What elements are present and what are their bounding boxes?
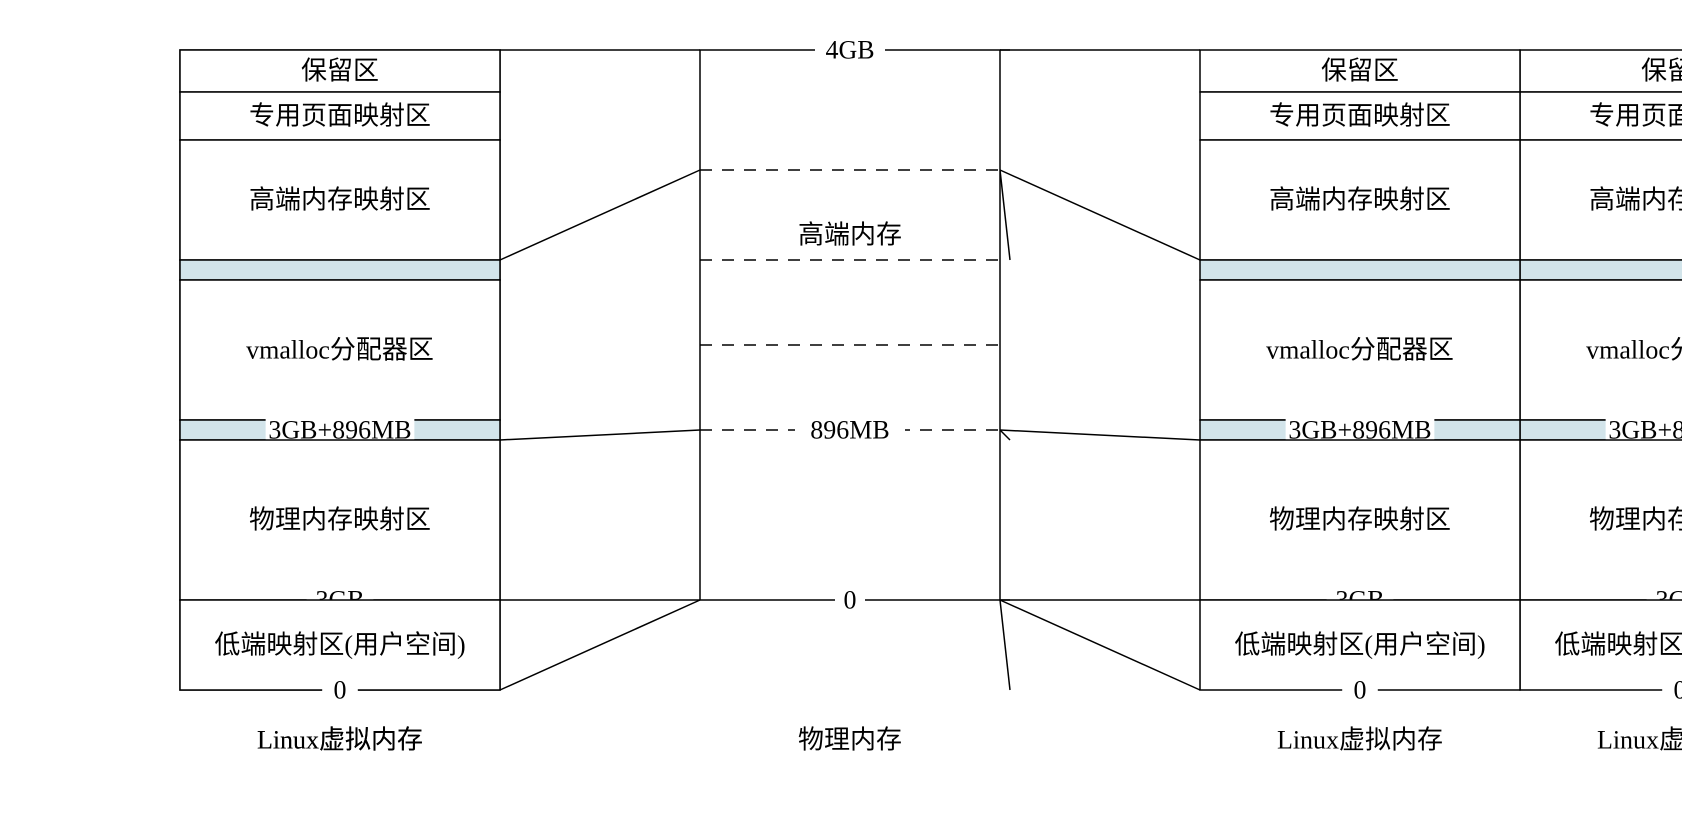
region-label-dedicated: 专用页面映射区 — [1269, 102, 1451, 131]
region-label-user: 低端映射区(用户空间) — [1554, 631, 1682, 660]
connector-line — [500, 430, 700, 440]
region-label-reserved: 保留区 — [1321, 57, 1399, 86]
connector-line — [500, 600, 700, 690]
physical-memory-box — [700, 50, 1000, 600]
region-label-reserved: 保留区 — [1641, 57, 1682, 86]
region-label-highmem: 高端内存映射区 — [249, 186, 431, 215]
boundary-label: 0 — [1674, 676, 1682, 705]
region-label-user: 低端映射区(用户空间) — [214, 631, 465, 660]
phys-bottom-label: 0 — [844, 586, 857, 615]
phys-top-label: 4GB — [825, 36, 874, 65]
region-gap1 — [1520, 260, 1682, 280]
region-label-vmalloc: vmalloc分配器区 — [246, 336, 434, 365]
region-label-vmalloc: vmalloc分配器区 — [1266, 336, 1454, 365]
region-label-highmem: 高端内存映射区 — [1589, 186, 1682, 215]
vcolumn-caption: Linux虚拟内存 — [1597, 726, 1682, 755]
region-label-dedicated: 专用页面映射区 — [1589, 102, 1682, 131]
connector-line — [1000, 170, 1200, 260]
region-label-physmap: 物理内存映射区 — [1269, 506, 1451, 535]
connector-line — [1000, 430, 1200, 440]
connector-line — [1000, 600, 1010, 690]
region-label-physmap: 物理内存映射区 — [249, 506, 431, 535]
region-gap1 — [1200, 260, 1520, 280]
phys-highmem-label: 高端内存 — [798, 221, 902, 250]
boundary-label: 0 — [334, 676, 347, 705]
phys-896-label: 896MB — [810, 416, 889, 445]
region-label-reserved: 保留区 — [301, 57, 379, 86]
region-gap1 — [180, 260, 500, 280]
vcolumn-caption: Linux虚拟内存 — [1277, 726, 1443, 755]
region-label-highmem: 高端内存映射区 — [1269, 186, 1451, 215]
region-label-user: 低端映射区(用户空间) — [1234, 631, 1485, 660]
connector-line — [1000, 600, 1200, 690]
connector-line — [1000, 430, 1010, 440]
region-label-vmalloc: vmalloc分配器区 — [1586, 336, 1682, 365]
region-label-physmap: 物理内存映射区 — [1589, 506, 1682, 535]
connector-line — [500, 170, 700, 260]
vcolumn-caption: Linux虚拟内存 — [257, 726, 423, 755]
boundary-label: 0 — [1354, 676, 1367, 705]
region-label-dedicated: 专用页面映射区 — [249, 102, 431, 131]
connector-line — [1000, 170, 1010, 260]
phys-caption: 物理内存 — [798, 726, 902, 755]
